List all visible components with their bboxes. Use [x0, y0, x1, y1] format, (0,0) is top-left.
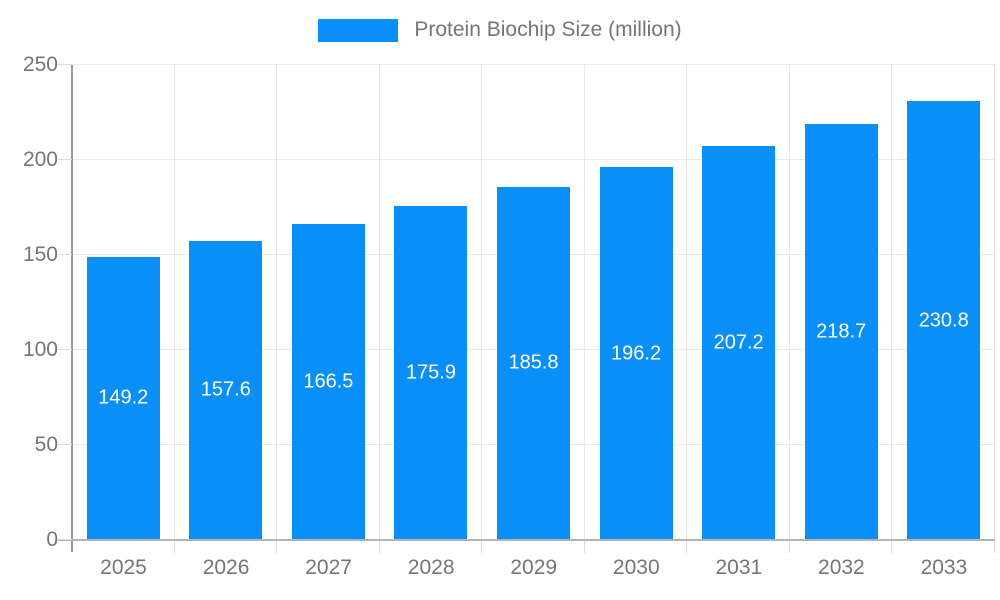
x-axis-tick: [481, 541, 483, 553]
y-axis-tick: [58, 444, 72, 445]
v-gridline: [583, 65, 585, 540]
plot-area: 149.2 157.6 166.5 175.9 185.8 196.2 207.2 218.7…: [72, 64, 995, 540]
bar-value-label: 157.6: [200, 378, 251, 401]
bar-value-label: 166.5: [303, 370, 354, 393]
x-axis-tick: [378, 541, 380, 553]
bar-value-label: 185.8: [508, 351, 559, 374]
y-axis-label: 150: [22, 243, 58, 266]
x-axis-label: 2027: [305, 556, 352, 579]
v-gridline: [891, 65, 893, 540]
y-axis-label: 0: [46, 528, 58, 551]
bar-2028[interactable]: 175.9: [394, 205, 468, 540]
y-axis-label: 200: [22, 148, 58, 171]
h-gridline: [72, 159, 995, 160]
x-axis-tick: [994, 541, 995, 553]
v-gridline: [994, 65, 995, 540]
x-axis-tick: [891, 541, 893, 553]
x-axis-label: 2029: [510, 556, 558, 579]
bar-2031[interactable]: 207.2: [702, 146, 776, 540]
y-axis-tick: [58, 159, 72, 160]
legend-swatch-icon: [318, 18, 399, 42]
bar-2026[interactable]: 157.6: [189, 240, 263, 540]
bar-2027[interactable]: 166.5: [291, 223, 365, 540]
y-axis-label: 50: [34, 433, 58, 456]
y-axis-tick: [58, 539, 72, 540]
v-gridline: [788, 65, 790, 540]
v-gridline: [481, 65, 483, 540]
bar-2030[interactable]: 196.2: [599, 167, 673, 540]
x-axis-label: 2033: [920, 556, 968, 579]
x-axis-label: 2032: [818, 556, 865, 579]
x-axis-tick: [686, 541, 688, 553]
v-gridline: [276, 65, 278, 540]
x-axis-tick: [583, 541, 585, 553]
x-axis-tick: [276, 541, 278, 553]
bar-2025[interactable]: 149.2: [86, 256, 160, 540]
h-gridline: [72, 64, 995, 65]
bar-value-label: 149.2: [98, 386, 149, 409]
y-axis-label: 100: [22, 338, 58, 361]
bar-value-label: 196.2: [611, 342, 662, 365]
bar-2029[interactable]: 185.8: [497, 186, 570, 540]
x-axis-label: 2031: [715, 556, 763, 579]
y-axis-line: [71, 65, 73, 552]
x-axis-label: 2028: [407, 556, 455, 579]
x-axis-tick: [173, 541, 175, 553]
y-axis-tick: [58, 349, 72, 350]
bar-2033[interactable]: 230.8: [907, 101, 981, 540]
y-axis-tick: [58, 64, 72, 65]
bar-2032[interactable]: 218.7: [804, 124, 878, 540]
legend-label: Protein Biochip Size (million): [414, 18, 682, 41]
bar-value-label: 230.8: [918, 309, 969, 332]
x-axis-label: 2030: [612, 556, 660, 579]
bar-value-label: 175.9: [405, 361, 456, 384]
x-axis-label: 2026: [202, 556, 250, 579]
y-axis-tick: [58, 254, 72, 255]
legend-item[interactable]: Protein Biochip Size (million): [0, 18, 1000, 42]
v-gridline: [173, 65, 175, 540]
v-gridline: [378, 65, 380, 540]
x-axis-tick: [788, 541, 790, 553]
x-axis-label: 2025: [100, 556, 147, 579]
v-gridline: [686, 65, 688, 540]
bar-value-label: 218.7: [816, 320, 867, 343]
x-axis-baseline: [58, 539, 995, 541]
y-axis-label: 250: [22, 53, 58, 76]
bar-value-label: 207.2: [713, 331, 764, 354]
